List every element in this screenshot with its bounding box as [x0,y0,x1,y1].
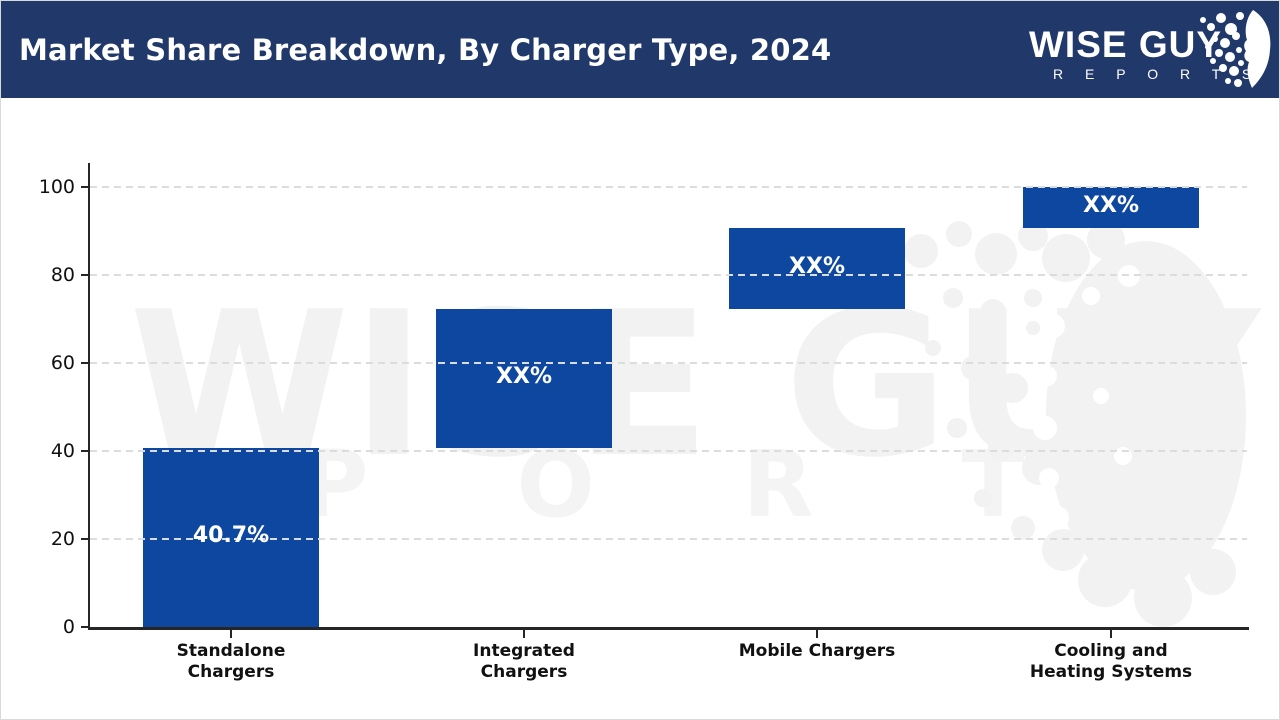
category-label: Mobile Chargers [739,641,896,662]
y-tick-label: 100 [38,176,75,198]
category-label-line: Heating Systems [1029,662,1193,682]
bar-value-label: XX% [789,254,845,280]
category-label-line: Cooling and [1054,641,1168,661]
bar-value-label: 40.7% [192,523,270,549]
category-label-line: Mobile Chargers [738,641,896,661]
y-axis-line [88,163,90,630]
y-tick-label: 80 [50,264,75,286]
category-label: Cooling and Heating Systems [1030,641,1192,683]
logo-reports-text: R E P O R T S [1053,66,1260,82]
x-axis-line [88,627,1249,630]
y-tick-label: 20 [50,528,75,550]
y-tick-mark [81,274,88,276]
x-tick-mark [523,630,525,638]
y-tick-label: 60 [50,352,75,374]
gridline [90,186,1247,188]
gridline [90,274,1247,276]
x-tick-mark [1110,630,1112,638]
page-title: Market Share Breakdown, By Charger Type,… [19,32,832,67]
category-label-line: Chargers [187,662,275,682]
y-tick-mark [81,186,88,188]
gridline [90,538,1247,540]
logo-face-icon [1200,10,1271,88]
x-tick-mark [816,630,818,638]
bar-value-label: XX% [496,364,552,390]
category-label: Integrated Chargers [473,641,575,683]
bar [729,227,905,309]
bar-value-label: XX% [1083,193,1139,219]
category-label-line: Chargers [480,662,568,682]
header-bar: Market Share Breakdown, By Charger Type,… [1,1,1279,98]
category-label: Standalone Chargers [177,641,286,683]
y-tick-mark [81,362,88,364]
y-tick-mark [81,450,88,452]
gridline [90,450,1247,452]
category-label-line: Integrated [473,641,575,661]
y-tick-mark [81,538,88,540]
bar [436,308,612,448]
y-tick-mark [81,626,88,628]
wise-guy-reports-logo: WISE GUY R E P O R T S [1029,10,1271,88]
x-tick-mark [230,630,232,638]
bar [1023,187,1199,228]
watermark-head-dots-icon [904,221,1246,627]
category-label-line: Standalone [176,641,286,661]
y-tick-label: 0 [62,616,75,638]
logo-wordmark-text: WISE GUY [1029,24,1222,65]
bar [143,447,319,627]
y-tick-label: 40 [50,440,75,462]
gridline [90,362,1247,364]
